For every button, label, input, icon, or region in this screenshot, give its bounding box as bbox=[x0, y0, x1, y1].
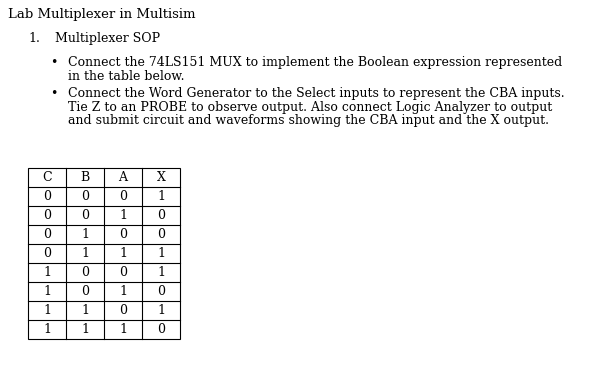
Text: 1: 1 bbox=[43, 285, 51, 298]
Text: 1: 1 bbox=[81, 247, 89, 260]
Text: 1: 1 bbox=[119, 247, 127, 260]
Text: 0: 0 bbox=[119, 266, 127, 279]
Bar bbox=[28, 168, 180, 339]
Text: 1: 1 bbox=[43, 323, 51, 336]
Text: 0: 0 bbox=[157, 323, 165, 336]
Text: 0: 0 bbox=[81, 285, 89, 298]
Text: 1: 1 bbox=[157, 266, 165, 279]
Text: 0: 0 bbox=[157, 285, 165, 298]
Text: 1: 1 bbox=[81, 323, 89, 336]
Text: B: B bbox=[80, 171, 90, 184]
Text: in the table below.: in the table below. bbox=[68, 69, 185, 82]
Text: A: A bbox=[119, 171, 127, 184]
Text: 1: 1 bbox=[119, 209, 127, 222]
Text: 0: 0 bbox=[119, 228, 127, 241]
Text: •: • bbox=[50, 87, 57, 100]
Text: 1: 1 bbox=[81, 228, 89, 241]
Text: 0: 0 bbox=[81, 190, 89, 203]
Text: 0: 0 bbox=[157, 209, 165, 222]
Text: 1: 1 bbox=[157, 247, 165, 260]
Text: 1: 1 bbox=[157, 190, 165, 203]
Text: 0: 0 bbox=[119, 304, 127, 317]
Text: 1.: 1. bbox=[28, 32, 40, 45]
Text: 1: 1 bbox=[119, 285, 127, 298]
Text: 1: 1 bbox=[43, 304, 51, 317]
Text: Tie Z to an PROBE to observe output. Also connect Logic Analyzer to output: Tie Z to an PROBE to observe output. Als… bbox=[68, 100, 552, 114]
Text: 0: 0 bbox=[43, 228, 51, 241]
Text: Connect the 74LS151 MUX to implement the Boolean expression represented: Connect the 74LS151 MUX to implement the… bbox=[68, 56, 562, 69]
Text: 1: 1 bbox=[81, 304, 89, 317]
Text: 0: 0 bbox=[81, 209, 89, 222]
Text: and submit circuit and waveforms showing the CBA input and the X output.: and submit circuit and waveforms showing… bbox=[68, 114, 549, 127]
Text: 1: 1 bbox=[157, 304, 165, 317]
Text: 0: 0 bbox=[43, 190, 51, 203]
Text: C: C bbox=[42, 171, 52, 184]
Text: •: • bbox=[50, 56, 57, 69]
Text: Connect the Word Generator to the Select inputs to represent the CBA inputs.: Connect the Word Generator to the Select… bbox=[68, 87, 565, 100]
Text: 0: 0 bbox=[43, 247, 51, 260]
Text: 1: 1 bbox=[119, 323, 127, 336]
Text: 1: 1 bbox=[43, 266, 51, 279]
Text: Lab Multiplexer in Multisim: Lab Multiplexer in Multisim bbox=[8, 8, 195, 21]
Text: 0: 0 bbox=[43, 209, 51, 222]
Text: Multiplexer SOP: Multiplexer SOP bbox=[55, 32, 160, 45]
Text: 0: 0 bbox=[81, 266, 89, 279]
Text: 0: 0 bbox=[157, 228, 165, 241]
Text: 0: 0 bbox=[119, 190, 127, 203]
Text: X: X bbox=[157, 171, 166, 184]
